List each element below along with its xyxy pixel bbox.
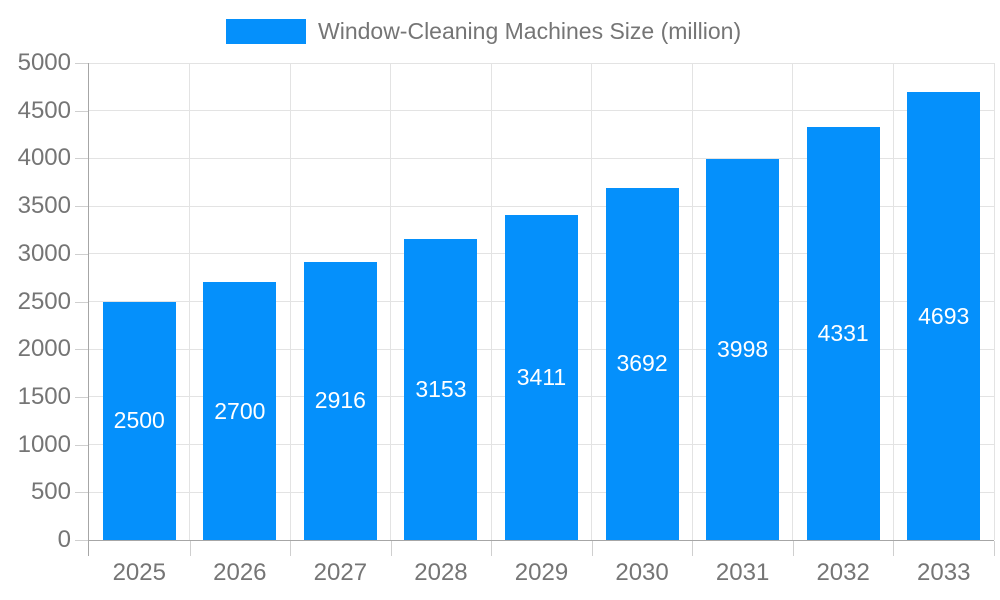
y-axis-tick (75, 158, 88, 160)
y-axis-tick (75, 253, 88, 255)
bar-value-label: 4693 (918, 302, 970, 329)
y-gridline (89, 62, 994, 64)
x-gridline (490, 63, 492, 540)
x-axis-tick-label: 2026 (213, 559, 267, 586)
y-axis-tick-label: 5000 (17, 49, 71, 76)
y-axis-tick (75, 349, 88, 351)
bar-value-label: 2700 (214, 397, 266, 424)
y-axis-tick (75, 444, 88, 446)
y-axis-tick-label: 3500 (17, 192, 71, 220)
bar[interactable]: 3998 (706, 158, 780, 540)
x-gridline (792, 63, 794, 540)
x-axis-tick-label: 2031 (715, 559, 770, 586)
y-axis-tick (75, 301, 88, 303)
y-axis-tick (75, 63, 88, 64)
y-axis-tick-label: 1000 (17, 430, 71, 458)
x-axis-tick (692, 541, 694, 556)
y-axis-line (88, 63, 89, 556)
x-axis-tick-label: 2029 (514, 559, 569, 586)
x-axis-tick-label: 2030 (615, 559, 669, 586)
bar-value-label: 2916 (314, 387, 366, 414)
x-axis-tick (491, 541, 493, 556)
y-gridline (89, 110, 994, 112)
y-gridline (89, 205, 994, 207)
x-axis-line (88, 540, 994, 541)
bar-value-label: 2500 (113, 407, 165, 434)
y-axis-tick (75, 206, 88, 208)
x-axis-tick (290, 541, 292, 556)
y-axis-tick (75, 540, 88, 541)
y-axis-tick-label: 2500 (17, 287, 71, 315)
bar-value-label: 3411 (516, 363, 567, 390)
y-axis-tick (75, 110, 88, 112)
x-axis-tick-label: 2033 (917, 559, 971, 586)
y-axis-tick-label: 500 (30, 478, 71, 506)
y-axis-tick (75, 492, 88, 494)
x-gridline (892, 63, 894, 540)
bar[interactable]: 3692 (605, 187, 679, 540)
bar[interactable]: 4693 (907, 92, 981, 540)
bar[interactable]: 2700 (203, 282, 277, 540)
bar[interactable]: 2500 (102, 301, 176, 540)
x-axis-tick-label: 2027 (313, 559, 368, 586)
x-axis-tick (994, 541, 995, 556)
legend-label: Window-Cleaning Machines Size (million) (318, 18, 742, 44)
bar-value-label: 4331 (817, 319, 869, 346)
y-axis-tick-label: 4000 (17, 144, 71, 172)
y-axis-tick-label: 1500 (17, 382, 71, 410)
x-gridline (289, 63, 291, 540)
bar-value-label: 3998 (717, 335, 769, 362)
x-gridline (591, 63, 593, 540)
x-axis-tick-label: 2032 (816, 559, 870, 586)
x-axis-tick (792, 541, 794, 556)
x-axis-tick-label: 2028 (414, 559, 468, 586)
x-axis-tick (893, 541, 895, 556)
x-axis-tick (189, 541, 191, 556)
bar-value-label: 3153 (415, 376, 467, 403)
bar[interactable]: 3153 (404, 239, 478, 540)
x-gridline (390, 63, 392, 540)
bar[interactable]: 3411 (505, 214, 578, 540)
x-axis-tick (390, 541, 392, 556)
bar-value-label: 3692 (616, 350, 668, 377)
legend-swatch (226, 19, 306, 44)
bar[interactable]: 2916 (303, 261, 377, 540)
x-gridline (691, 63, 693, 540)
x-gridline (189, 63, 191, 540)
y-axis-tick-label: 2000 (17, 335, 71, 363)
x-axis-tick (591, 541, 593, 556)
y-axis-tick (75, 396, 88, 398)
y-axis-tick-label: 0 (57, 526, 71, 553)
y-axis-tick-label: 3000 (17, 239, 71, 267)
x-gridline (993, 63, 995, 540)
plot-area: 2500 2700 2916 3153 3411 3692 3998 4331 4693 (89, 62, 995, 540)
bar[interactable]: 4331 (806, 126, 880, 540)
y-gridline (89, 157, 994, 159)
legend-item[interactable]: Window-Cleaning Machines Size (million) (226, 18, 741, 45)
y-axis-tick-label: 4500 (17, 96, 71, 124)
x-axis-tick-label: 2025 (112, 559, 166, 586)
